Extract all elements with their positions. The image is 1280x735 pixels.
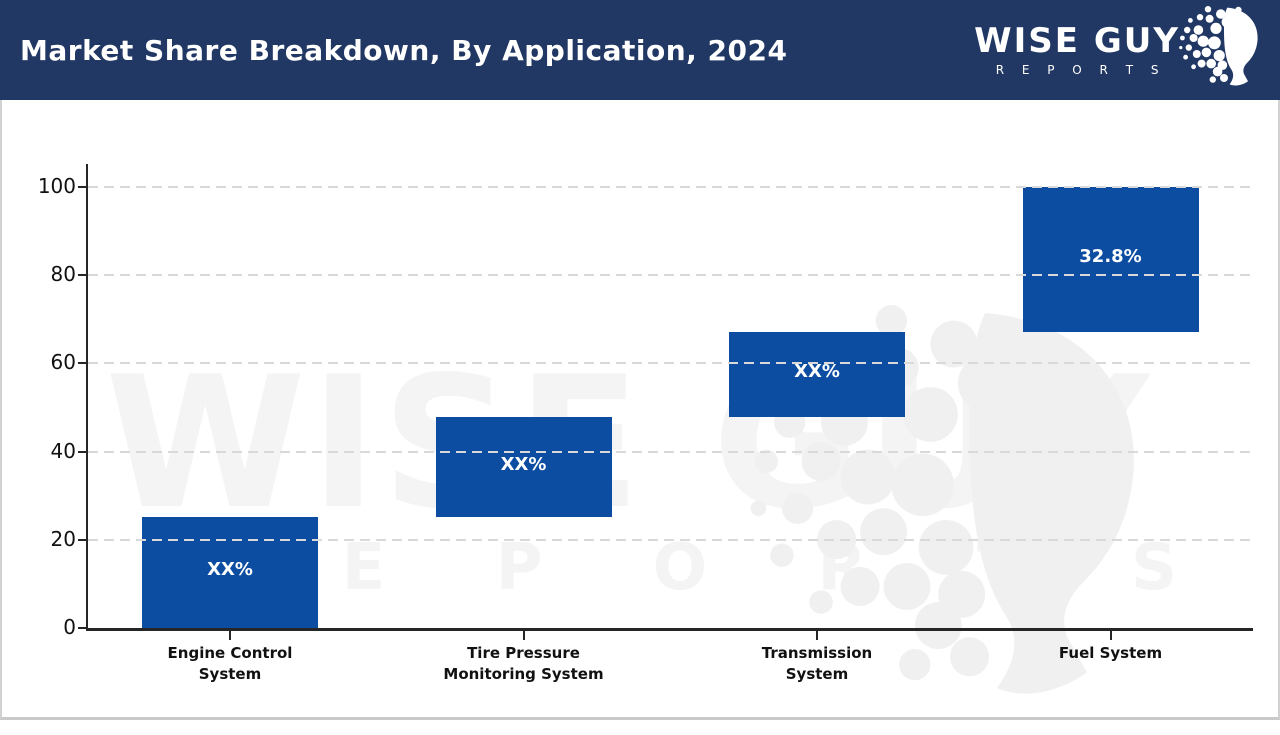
- x-tick-2: [522, 631, 525, 640]
- y-tick-100: [78, 186, 87, 188]
- x-tick-4: [1109, 631, 1112, 640]
- bar-2: XX%: [435, 417, 612, 517]
- y-tick-80: [78, 274, 87, 277]
- gridline-60: [88, 362, 1253, 365]
- bar-value-label-4: 32.8%: [1079, 246, 1142, 268]
- bar-value-label-3: XX%: [794, 361, 840, 383]
- y-tick-label-20: 20: [50, 526, 76, 551]
- chart-area: WISE GUY R E P O R T S 0 20 40 60 80 100 XX% XX…: [0, 100, 1280, 720]
- x-category-label-1: Engine Control System: [167, 644, 293, 683]
- y-tick-0: [78, 627, 87, 629]
- y-tick-60: [78, 362, 87, 365]
- gridline-40: [88, 450, 1253, 453]
- gridline-100: [88, 186, 1253, 188]
- y-tick-label-100: 100: [37, 174, 76, 198]
- x-tick-1: [229, 631, 231, 640]
- gridline-80: [88, 274, 1253, 277]
- y-tick-label-60: 60: [50, 350, 76, 375]
- dot-face-logo-icon: [1179, 6, 1258, 86]
- page-title: Market Share Breakdown, By Application, …: [20, 33, 788, 67]
- y-tick-label-80: 80: [50, 262, 76, 287]
- y-tick-20: [78, 538, 87, 541]
- y-tick-40: [78, 450, 87, 453]
- dot-face-watermark-icon: [750, 305, 1134, 694]
- header-bar: Market Share Breakdown, By Application, …: [0, 0, 1280, 100]
- bar-value-label-1: XX%: [207, 559, 253, 581]
- logo-text: WISE GUY R E P O R T S: [974, 24, 1180, 76]
- x-category-label-3: Transmission System: [761, 644, 873, 683]
- bar-4: 32.8%: [1022, 187, 1199, 332]
- x-axis-line: [86, 628, 1253, 631]
- y-tick-label-0: 0: [63, 615, 76, 639]
- y-tick-label-40: 40: [50, 438, 76, 463]
- bar-value-label-2: XX%: [500, 454, 547, 476]
- x-category-label-2: Tire Pressure Monitoring System: [443, 644, 604, 683]
- x-category-label-4: Fuel System: [1058, 644, 1163, 662]
- bar-1: XX%: [142, 516, 318, 628]
- x-tick-3: [816, 631, 818, 640]
- wise-guy-logo: WISE GUY R E P O R T S: [974, 6, 1280, 94]
- bar-3: XX%: [729, 331, 905, 418]
- logo-wordmark: WISE GUY: [974, 21, 1180, 61]
- page-border: [0, 0, 1280, 720]
- logo-subtitle: R E P O R T S: [995, 63, 1166, 77]
- y-axis-line: [86, 164, 88, 631]
- gridline-20: [88, 538, 1253, 541]
